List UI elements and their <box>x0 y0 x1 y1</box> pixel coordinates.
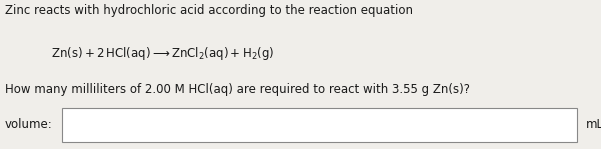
Text: How many milliliters of 2.00 M HCl(aq) are required to react with 3.55 g Zn(s)?: How many milliliters of 2.00 M HCl(aq) a… <box>5 83 470 96</box>
Text: Zinc reacts with hydrochloric acid according to the reaction equation: Zinc reacts with hydrochloric acid accor… <box>5 4 413 17</box>
FancyBboxPatch shape <box>62 108 577 142</box>
Text: mL: mL <box>586 118 601 132</box>
Text: $\mathrm{Zn(s) + 2\,HCl(aq) \longrightarrow ZnCl_2(aq) + H_2(g)}$: $\mathrm{Zn(s) + 2\,HCl(aq) \longrightar… <box>51 45 274 62</box>
Text: volume:: volume: <box>5 118 52 132</box>
